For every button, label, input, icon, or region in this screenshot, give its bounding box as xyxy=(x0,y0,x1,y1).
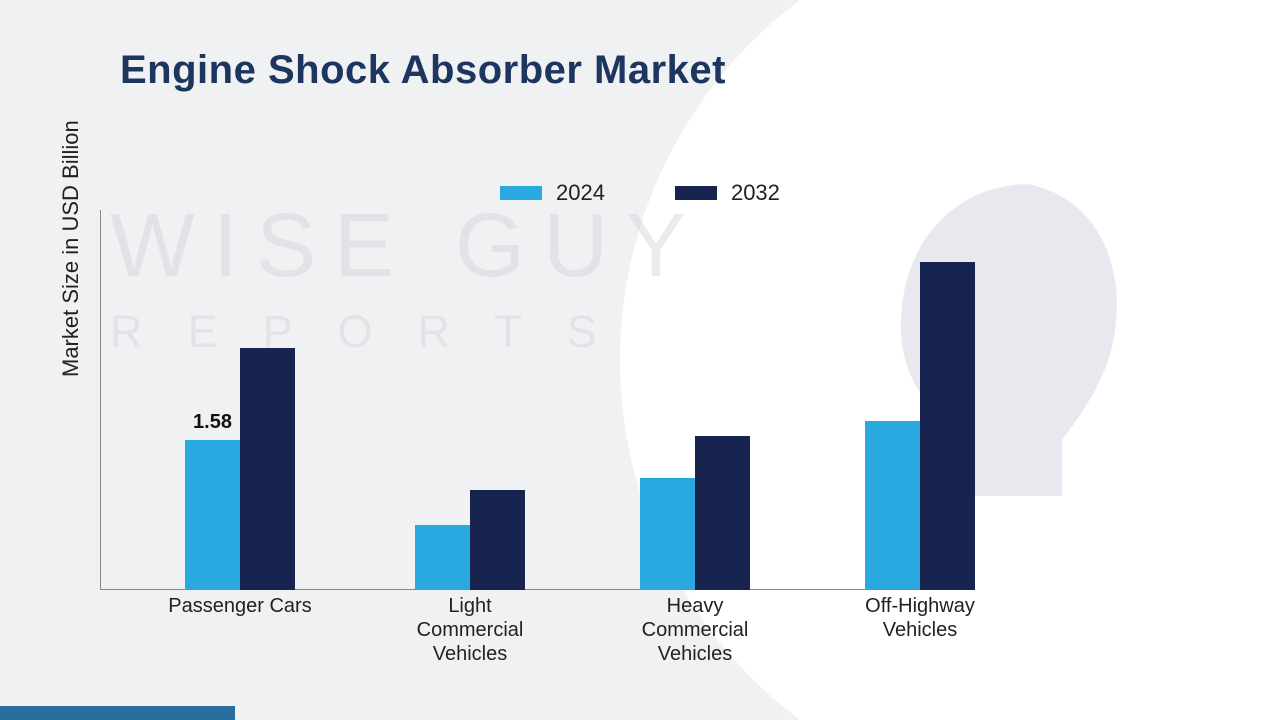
legend-label-2024: 2024 xyxy=(556,180,605,206)
bar-2032 xyxy=(470,490,525,590)
bar-2024 xyxy=(640,478,695,590)
legend-label-2032: 2032 xyxy=(731,180,780,206)
legend: 2024 2032 xyxy=(500,180,780,206)
x-axis-category-label: Passenger Cars xyxy=(165,594,315,618)
y-axis-line xyxy=(100,210,101,590)
stage: WISE GUY REPORTS Engine Shock Absorber M… xyxy=(0,0,1280,720)
legend-swatch-2024 xyxy=(500,186,542,200)
bar-2032 xyxy=(920,262,975,590)
bar-2024 xyxy=(185,440,240,590)
legend-swatch-2032 xyxy=(675,186,717,200)
bar-2032 xyxy=(695,436,750,590)
x-axis-category-label: Off-Highway Vehicles xyxy=(845,594,995,642)
chart-title: Engine Shock Absorber Market xyxy=(120,48,726,93)
bar-2024 xyxy=(415,525,470,590)
bar-value-label: 1.58 xyxy=(193,411,232,434)
y-axis-label: Market Size in USD Billion xyxy=(58,120,84,377)
bar-2024 xyxy=(865,421,920,590)
x-axis-category-label: Light Commercial Vehicles xyxy=(395,594,545,666)
x-axis-category-label: Heavy Commercial Vehicles xyxy=(620,594,770,666)
bottom-accent-strip xyxy=(0,706,235,720)
legend-item-2032: 2032 xyxy=(675,180,780,206)
chart-plot-area: 1.58 xyxy=(100,210,970,590)
legend-item-2024: 2024 xyxy=(500,180,605,206)
brand-head-icon xyxy=(1190,30,1252,102)
bar-2032 xyxy=(240,348,295,590)
